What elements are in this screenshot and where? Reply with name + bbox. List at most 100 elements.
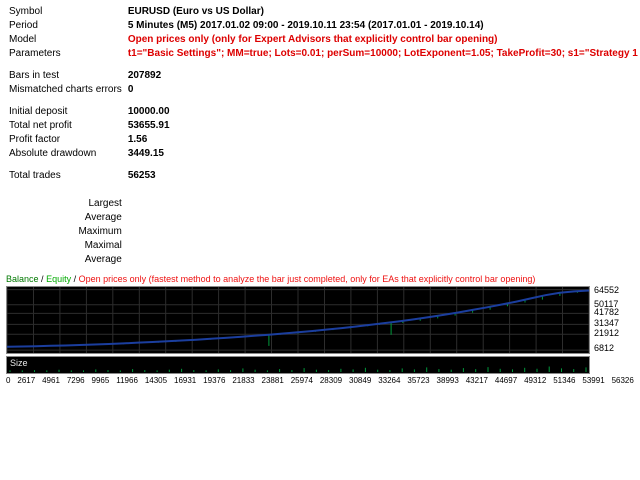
tester-report: Symbol EURUSD (Euro vs US Dollar) Period…: [6, 5, 640, 386]
row-model: Model Open prices only (only for Expert …: [6, 33, 640, 47]
x-axis-label: 33264: [378, 376, 401, 385]
x-axis-label: 38993: [436, 376, 459, 385]
average-profit-trade-label: profit trade: [316, 211, 640, 225]
maximum-label: Maximum: [78, 226, 122, 237]
row-net-profit: Total net profit 53655.91 Gross profit 1…: [6, 119, 640, 133]
x-axis-label: 9965: [91, 376, 110, 385]
symbol-value: EURUSD (Euro vs US Dollar): [127, 6, 264, 17]
x-axis-label: 16931: [174, 376, 197, 385]
bars-in-test-value: 207892: [127, 70, 162, 81]
parameters-label: Parameters: [9, 48, 61, 59]
y-axis-label: 41782: [594, 307, 620, 318]
profit-factor-value: 1.56: [127, 134, 148, 145]
row-maximum-consecutive: Maximum consecutive wins (profit in mone…: [6, 225, 640, 239]
average-label: Average: [84, 212, 122, 223]
y-axis-labels: 64552 50117 41782 31347 21912 6812: [590, 286, 632, 354]
x-axis-label: 19376: [203, 376, 226, 385]
row-mismatched-errors: Mismatched charts errors 0: [6, 83, 640, 97]
period-value: 5 Minutes (M5) 2017.01.02 09:00 - 2019.1…: [127, 20, 484, 31]
row-initial-deposit: Initial deposit 10000.00 Spread Current …: [6, 105, 640, 119]
gross-profit-label: Gross profit: [316, 119, 640, 133]
x-axis-label: 25974: [290, 376, 313, 385]
x-axis-label: 51346: [553, 376, 576, 385]
y-axis-label: 31347: [594, 318, 620, 329]
legend-equity: Equity: [46, 274, 72, 284]
maximal-label: Maximal: [84, 240, 122, 251]
legend-separator: /: [41, 274, 47, 284]
y-axis-label: 6812: [594, 343, 615, 353]
x-axis-label: 56326: [611, 376, 634, 385]
size-panel: Size: [6, 356, 590, 374]
x-axis-label: 7296: [66, 376, 85, 385]
row-symbol: Symbol EURUSD (Euro vs US Dollar): [6, 5, 640, 19]
profit-trades-label: Profit trades (% of total): [316, 183, 640, 197]
short-positions-label: Short positions (won %): [316, 169, 640, 183]
y-axis-label: 21912: [594, 328, 620, 339]
ticks-modelled-label: Ticks modelled: [316, 69, 640, 83]
expected-payoff-label: Expected payoff: [316, 133, 640, 147]
spread-label: Spread: [316, 105, 640, 119]
row-average-consecutive: Average consecutive wins 7 consecutive l…: [6, 253, 640, 267]
row-average-trade: Average profit trade 3.65 loss trade -6.…: [6, 211, 640, 225]
row-bars-in-test: Bars in test 207892 Ticks modelled 41475…: [6, 69, 640, 83]
model-value: Open prices only (only for Expert Adviso…: [127, 34, 498, 45]
initial-deposit-value: 10000.00: [127, 106, 170, 117]
x-axis-label: 21833: [232, 376, 255, 385]
mismatched-errors-label: Mismatched charts errors: [9, 84, 122, 95]
initial-deposit-label: Initial deposit: [9, 106, 68, 117]
x-axis-label: 23881: [261, 376, 284, 385]
row-profit-factor: Profit factor 1.56 Expected payoff 0.95: [6, 133, 640, 147]
x-axis-label: 35723: [407, 376, 430, 385]
max-consecutive-wins-label: consecutive wins (profit in money): [316, 225, 640, 239]
x-axis-label: 4961: [42, 376, 60, 385]
balance-chart: Balance / Equity / Open prices only (fas…: [6, 273, 634, 386]
x-axis-label: 0: [6, 376, 11, 385]
legend-balance: Balance: [6, 274, 39, 284]
x-axis-label: 30849: [349, 376, 372, 385]
average-consecutive-label: Average: [84, 254, 122, 265]
symbol-label: Symbol: [9, 6, 43, 17]
maximal-consecutive-profit-label: consecutive profit (count of wins): [316, 239, 640, 253]
maximal-drawdown-label: Maximal drawdown: [316, 147, 640, 161]
x-axis-label: 44697: [494, 376, 518, 385]
total-net-profit-value: 53655.91: [127, 120, 170, 131]
x-axis-label: 11966: [116, 376, 138, 385]
x-axis-label: 28309: [319, 376, 343, 385]
x-axis-label: 14305: [144, 376, 168, 385]
average-consecutive-wins-label: consecutive wins: [316, 253, 640, 267]
row-largest: Largest profit trade 388.93 loss trade -…: [6, 197, 640, 211]
bars-in-test-label: Bars in test: [9, 70, 60, 81]
period-label: Period: [9, 20, 38, 31]
report-table: Symbol EURUSD (Euro vs US Dollar) Period…: [6, 5, 640, 267]
total-trades-value: 56253: [127, 170, 156, 181]
chart-legend: Balance / Equity / Open prices only (fas…: [6, 273, 634, 285]
x-axis-label: 2617: [17, 376, 36, 385]
absolute-drawdown-label: Absolute drawdown: [9, 148, 97, 159]
model-label: Model: [9, 34, 37, 45]
profit-factor-label: Profit factor: [9, 134, 61, 145]
parameters-value: t1="Basic Settings"; MM=true; Lots=0.01;…: [127, 48, 640, 59]
absolute-drawdown-value: 3449.15: [127, 148, 164, 159]
row-profit-loss-trades: Profit trades (% of total) 40687 (72.33%…: [6, 183, 640, 197]
x-axis-label: 53991: [582, 376, 605, 385]
row-period: Period 5 Minutes (M5) 2017.01.02 09:00 -…: [6, 19, 640, 33]
row-total-trades: Total trades 56253 Short positions (won …: [6, 169, 640, 183]
mismatched-errors-value: 0: [127, 84, 134, 95]
x-axis-labels: 0 2617 4961 7296 9965 11966 14305 16931 19376 218…: [6, 376, 634, 386]
largest-profit-trade-label: profit trade: [316, 197, 640, 211]
row-maximal-consecutive: Maximal consecutive profit (count of win…: [6, 239, 640, 253]
x-axis-label: 49312: [524, 376, 547, 385]
y-axis-label: 50117: [594, 298, 619, 309]
legend-note: Open prices only (fastest method to anal…: [78, 274, 536, 284]
row-drawdown: Absolute drawdown 3449.15 Maximal drawdo…: [6, 147, 640, 161]
balance-plot-area: [6, 286, 590, 354]
total-trades-label: Total trades: [9, 170, 61, 181]
size-plot-area: [6, 356, 590, 374]
legend-separator: /: [73, 274, 79, 284]
largest-label: Largest: [88, 198, 122, 209]
size-label: Size: [10, 358, 28, 368]
row-parameters: Parameters t1="Basic Settings"; MM=true;…: [6, 47, 640, 61]
y-axis-label: 64552: [594, 285, 620, 295]
total-net-profit-label: Total net profit: [9, 120, 72, 131]
x-axis-label: 43217: [465, 376, 488, 385]
